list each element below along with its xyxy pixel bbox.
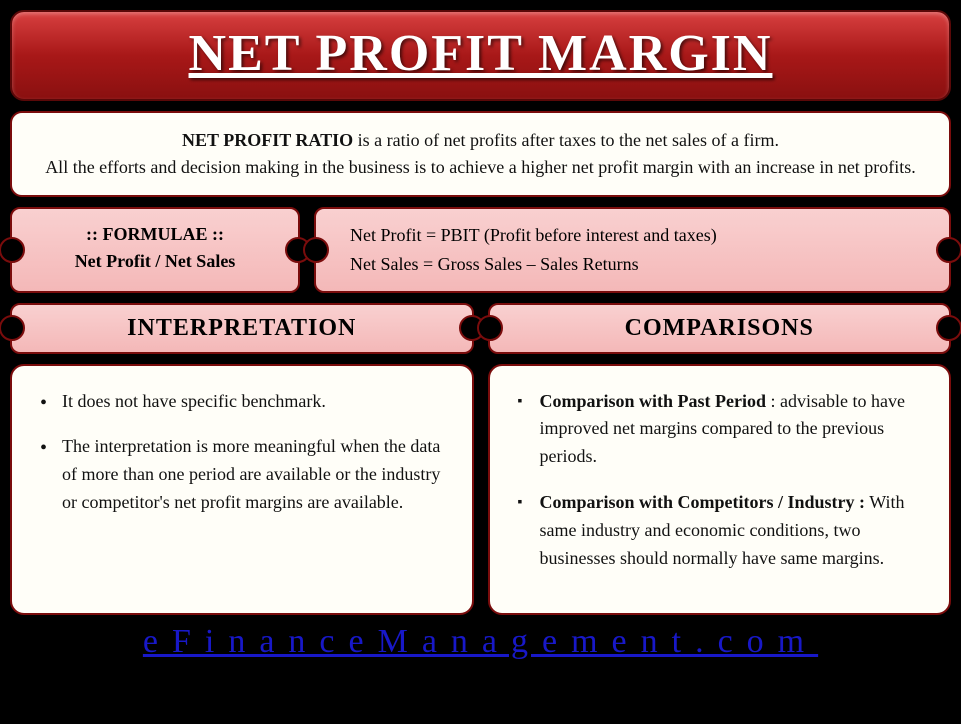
intro-text2: All the efforts and decision making in t… bbox=[45, 157, 916, 177]
formula-defs-box: Net Profit = PBIT (Profit before interes… bbox=[314, 207, 951, 293]
list-item: It does not have specific benchmark. bbox=[40, 388, 444, 416]
formula-def1: Net Profit = PBIT (Profit before interes… bbox=[350, 221, 921, 250]
formula-label-box: :: FORMULAE :: Net Profit / Net Sales bbox=[10, 207, 300, 293]
formula-expression: Net Profit / Net Sales bbox=[40, 248, 270, 275]
list-item: Comparison with Past Period : advisable … bbox=[518, 388, 922, 472]
item-bold: Comparison with Past Period bbox=[540, 391, 767, 411]
interpretation-box: It does not have specific benchmark. The… bbox=[10, 364, 474, 615]
item-bold: Comparison with Competitors / Industry : bbox=[540, 492, 866, 512]
title-banner: NET PROFIT MARGIN bbox=[10, 10, 951, 101]
intro-box: NET PROFIT RATIO is a ratio of net profi… bbox=[10, 111, 951, 197]
list-item: Comparison with Competitors / Industry :… bbox=[518, 489, 922, 573]
infographic-container: NET PROFIT MARGIN NET PROFIT RATIO is a … bbox=[10, 10, 951, 714]
list-item: The interpretation is more meaningful wh… bbox=[40, 433, 444, 517]
formula-def2: Net Sales = Gross Sales – Sales Returns bbox=[350, 250, 921, 279]
intro-text1: is a ratio of net profits after taxes to… bbox=[353, 130, 779, 150]
formula-label: :: FORMULAE :: bbox=[40, 221, 270, 248]
item-text: The interpretation is more meaningful wh… bbox=[62, 436, 440, 512]
interpretation-header: INTERPRETATION bbox=[10, 303, 474, 354]
item-text: It does not have specific benchmark. bbox=[62, 391, 326, 411]
formula-row: :: FORMULAE :: Net Profit / Net Sales Ne… bbox=[10, 207, 951, 293]
footer-link[interactable]: eFinanceManagement.com bbox=[143, 623, 818, 660]
comparisons-list: Comparison with Past Period : advisable … bbox=[512, 388, 922, 573]
comparisons-box: Comparison with Past Period : advisable … bbox=[488, 364, 952, 615]
section-headers-row: INTERPRETATION COMPARISONS bbox=[10, 303, 951, 354]
footer: eFinanceManagement.com bbox=[10, 623, 951, 661]
content-row: It does not have specific benchmark. The… bbox=[10, 364, 951, 615]
comparisons-header: COMPARISONS bbox=[488, 303, 952, 354]
intro-bold: NET PROFIT RATIO bbox=[182, 130, 353, 150]
interpretation-list: It does not have specific benchmark. The… bbox=[34, 388, 444, 518]
main-title: NET PROFIT MARGIN bbox=[12, 24, 949, 83]
